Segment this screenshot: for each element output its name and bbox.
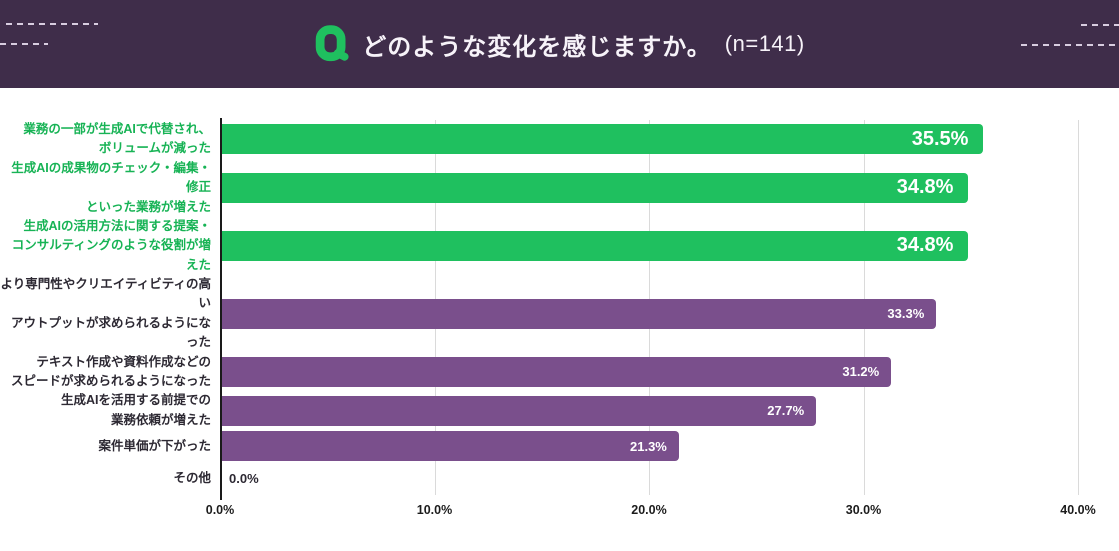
plot: 業務の一部が生成AIで代替され、 ボリュームが減った 35.5% 生成AIの成果物のチ…	[0, 118, 1079, 500]
page-title: どのような変化を感じますか。	[362, 33, 712, 61]
category-label: 生成AIの成果物のチェック・編集・修正 といった業務が増えた	[11, 160, 211, 214]
bar-value-label: 31.2%	[842, 364, 880, 380]
chart-row: その他 0.0%	[0, 463, 1078, 496]
dash-decoration-left-top	[6, 23, 98, 25]
chart-rows: 業務の一部が生成AIで代替され、 ボリュームが減った 35.5% 生成AIの成果物のチ…	[0, 120, 1078, 495]
chart-row: 案件単価が下がった 21.3%	[0, 430, 1078, 463]
category-label: テキスト作成や資料作成などの スピードが求められるようになった	[10, 354, 211, 388]
bar-value-label: 33.3%	[887, 306, 925, 322]
category-label: 生成AIを活用する前提での 業務依頼が増えた	[60, 393, 211, 427]
dash-decoration-left-bottom	[0, 43, 48, 45]
chart-row: 生成AIの活用方法に関する提案・ コンサルティングのような役割が増えた 34.8%	[0, 217, 1078, 275]
bar-track: 35.5%	[220, 120, 1078, 159]
bar: 33.3%	[222, 298, 937, 329]
bar-value-label: 27.7%	[767, 403, 805, 419]
header: どのような変化を感じますか。 (n=141)	[0, 0, 1119, 88]
bar: 35.5%	[222, 124, 984, 155]
chart-area: 業務の一部が生成AIで代替され、 ボリュームが減った 35.5% 生成AIの成果物のチ…	[0, 88, 1119, 551]
x-tick-label: 20.0%	[631, 503, 667, 517]
bar-track: 21.3%	[220, 430, 1078, 463]
x-tick-label: 0.0%	[205, 503, 235, 517]
bar-track: 0.0%	[220, 463, 1078, 496]
zero-value-label: 0.0%	[229, 471, 259, 487]
category-label: より専門性やクリエイティビティの高い アウトプットが求められるようになった	[0, 277, 211, 350]
gridline-40	[1078, 120, 1079, 495]
bar-value-label: 34.8%	[896, 176, 954, 199]
y-axis-line	[220, 118, 222, 500]
x-tick-label: 30.0%	[845, 503, 882, 517]
bar-value-label: 34.8%	[896, 234, 954, 257]
x-tick-label: 10.0%	[416, 503, 453, 517]
bar-track: 33.3%	[220, 275, 1078, 353]
x-axis-labels: 0.0% 10.0% 20.0% 30.0% 40.0%	[206, 503, 1096, 523]
chart-row: 生成AIの成果物のチェック・編集・修正 といった業務が増えた 34.8%	[0, 159, 1078, 217]
bar: 27.7%	[222, 395, 817, 426]
bar: 21.3%	[222, 431, 679, 462]
sample-size-label: (n=141)	[724, 31, 805, 56]
category-label: 生成AIの活用方法に関する提案・ コンサルティングのような役割が増えた	[11, 218, 211, 272]
chart-row: テキスト作成や資料作成などの スピードが求められるようになった 31.2%	[0, 353, 1078, 392]
bar: 34.8%	[222, 230, 969, 261]
bar-value-label: 35.5%	[911, 127, 969, 150]
bar-value-label: 21.3%	[630, 438, 667, 454]
dash-decoration-right-top	[1081, 24, 1119, 26]
x-tick-label: 40.0%	[1060, 503, 1096, 517]
bar-track: 34.8%	[220, 217, 1078, 275]
bar: 31.2%	[222, 356, 892, 387]
category-label: 案件単価が下がった	[98, 438, 211, 453]
chart-row: 業務の一部が生成AIで代替され、 ボリュームが減った 35.5%	[0, 120, 1078, 159]
bar-track: 34.8%	[220, 159, 1078, 217]
dash-decoration-right-bottom	[1021, 44, 1119, 46]
category-label: 業務の一部が生成AIで代替され、 ボリュームが減った	[23, 122, 211, 156]
bar: 34.8%	[222, 172, 969, 203]
chart-row: 生成AIを活用する前提での 業務依頼が増えた 27.7%	[0, 391, 1078, 430]
header-title-group: どのような変化を感じますか。 (n=141)	[0, 0, 1119, 88]
bar-track: 31.2%	[220, 353, 1078, 392]
bar-track: 27.7%	[220, 391, 1078, 430]
q-speech-bubble-icon	[316, 24, 349, 61]
chart-row: より専門性やクリエイティビティの高い アウトプットが求められるようになった 33.3…	[0, 275, 1078, 353]
category-label: その他	[173, 471, 211, 486]
